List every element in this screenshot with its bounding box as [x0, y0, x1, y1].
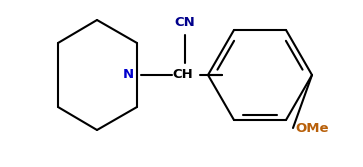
Text: CH: CH [173, 68, 193, 81]
Text: N: N [122, 68, 134, 81]
Text: CN: CN [175, 16, 195, 29]
Text: OMe: OMe [295, 122, 329, 134]
